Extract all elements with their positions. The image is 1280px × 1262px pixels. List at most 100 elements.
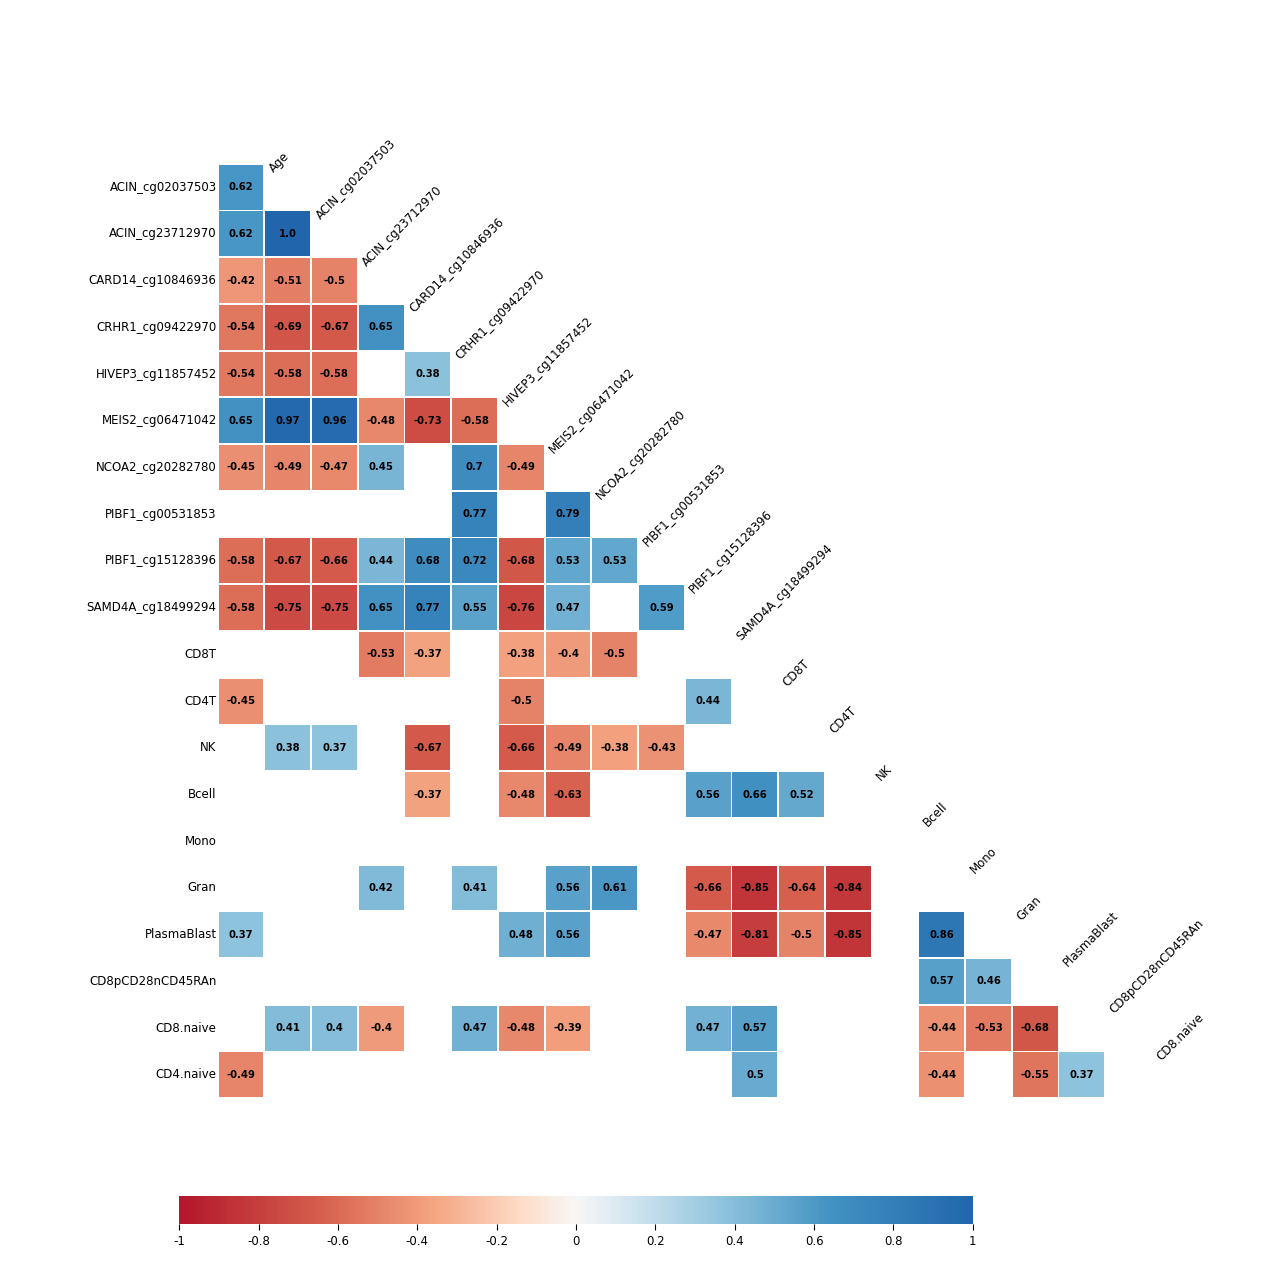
Bar bbox=[358, 632, 403, 676]
Text: ACIN_cg02037503: ACIN_cg02037503 bbox=[110, 180, 216, 193]
Text: SAMD4A_cg18499294: SAMD4A_cg18499294 bbox=[733, 541, 835, 642]
Text: -0.39: -0.39 bbox=[554, 1023, 582, 1034]
Text: 0.42: 0.42 bbox=[369, 883, 393, 893]
Bar bbox=[686, 1006, 731, 1050]
Text: CD8T: CD8T bbox=[184, 647, 216, 661]
Text: NK: NK bbox=[874, 762, 895, 782]
Text: NCOA2_cg20282780: NCOA2_cg20282780 bbox=[96, 461, 216, 475]
Text: -0.4: -0.4 bbox=[557, 650, 579, 659]
Bar bbox=[780, 772, 824, 817]
Text: 0.53: 0.53 bbox=[556, 557, 580, 565]
Text: 0.37: 0.37 bbox=[1070, 1070, 1094, 1080]
Text: -0.67: -0.67 bbox=[413, 743, 442, 753]
Text: 0.56: 0.56 bbox=[696, 790, 721, 800]
Bar bbox=[358, 1006, 403, 1050]
Text: -0.58: -0.58 bbox=[320, 369, 349, 379]
Bar bbox=[406, 539, 451, 583]
Text: -0.45: -0.45 bbox=[227, 697, 256, 705]
Text: Mono: Mono bbox=[968, 844, 1000, 876]
Text: -0.53: -0.53 bbox=[367, 650, 396, 659]
Text: Gran: Gran bbox=[1014, 893, 1043, 923]
Bar bbox=[219, 1053, 264, 1097]
Bar bbox=[265, 586, 310, 630]
Bar bbox=[219, 679, 264, 723]
Text: 0.53: 0.53 bbox=[603, 557, 627, 565]
Text: NK: NK bbox=[200, 741, 216, 755]
Text: 0.52: 0.52 bbox=[790, 790, 814, 800]
Text: -0.68: -0.68 bbox=[507, 557, 536, 565]
Bar bbox=[545, 492, 590, 536]
Bar bbox=[732, 772, 777, 817]
Text: 0.41: 0.41 bbox=[275, 1023, 301, 1034]
Text: HIVEP3_cg11857452: HIVEP3_cg11857452 bbox=[500, 314, 595, 409]
Bar bbox=[826, 912, 870, 957]
Text: 0.47: 0.47 bbox=[462, 1023, 486, 1034]
Bar bbox=[732, 912, 777, 957]
Text: Bcell: Bcell bbox=[188, 787, 216, 801]
Text: 0.68: 0.68 bbox=[416, 557, 440, 565]
Bar bbox=[452, 445, 497, 490]
Text: -0.38: -0.38 bbox=[507, 650, 535, 659]
Bar bbox=[312, 259, 357, 303]
Text: 0.55: 0.55 bbox=[462, 603, 486, 612]
Bar bbox=[545, 866, 590, 910]
Bar bbox=[265, 445, 310, 490]
Bar bbox=[1012, 1053, 1057, 1097]
Text: 0.62: 0.62 bbox=[229, 182, 253, 192]
Bar bbox=[1012, 1006, 1057, 1050]
Bar bbox=[499, 539, 544, 583]
Bar bbox=[732, 1053, 777, 1097]
Bar bbox=[312, 586, 357, 630]
Bar bbox=[966, 959, 1011, 1003]
Bar bbox=[686, 866, 731, 910]
Bar bbox=[686, 679, 731, 723]
Text: PlasmaBlast: PlasmaBlast bbox=[145, 928, 216, 941]
Text: -0.85: -0.85 bbox=[740, 883, 769, 893]
Bar bbox=[452, 399, 497, 443]
Text: CD4.naive: CD4.naive bbox=[156, 1069, 216, 1082]
Bar bbox=[545, 632, 590, 676]
Text: CD8pCD28nCD45RAn: CD8pCD28nCD45RAn bbox=[90, 976, 216, 988]
Bar bbox=[406, 632, 451, 676]
Text: -0.48: -0.48 bbox=[507, 1023, 536, 1034]
Bar bbox=[686, 772, 731, 817]
Bar bbox=[406, 399, 451, 443]
Text: HIVEP3_cg11857452: HIVEP3_cg11857452 bbox=[96, 367, 216, 381]
Text: -0.49: -0.49 bbox=[273, 462, 302, 472]
Text: 0.65: 0.65 bbox=[369, 603, 393, 612]
Text: -0.4: -0.4 bbox=[370, 1023, 392, 1034]
Text: -0.44: -0.44 bbox=[927, 1070, 956, 1080]
Bar bbox=[265, 212, 310, 256]
Bar bbox=[312, 1006, 357, 1050]
Bar bbox=[406, 772, 451, 817]
Text: -0.64: -0.64 bbox=[787, 883, 817, 893]
Bar bbox=[406, 352, 451, 396]
Text: PlasmaBlast: PlasmaBlast bbox=[1061, 910, 1121, 969]
Text: CD4T: CD4T bbox=[827, 704, 859, 736]
Bar bbox=[452, 586, 497, 630]
Text: -0.47: -0.47 bbox=[320, 462, 349, 472]
Text: 0.47: 0.47 bbox=[696, 1023, 721, 1034]
Text: -0.55: -0.55 bbox=[1020, 1070, 1050, 1080]
Text: 0.47: 0.47 bbox=[556, 603, 580, 612]
Text: -0.58: -0.58 bbox=[273, 369, 302, 379]
Text: -0.44: -0.44 bbox=[927, 1023, 956, 1034]
Text: 0.61: 0.61 bbox=[603, 883, 627, 893]
Text: SAMD4A_cg18499294: SAMD4A_cg18499294 bbox=[87, 601, 216, 615]
Text: -0.66: -0.66 bbox=[507, 743, 536, 753]
Text: 0.41: 0.41 bbox=[462, 883, 488, 893]
Text: -0.66: -0.66 bbox=[694, 883, 723, 893]
Bar bbox=[265, 352, 310, 396]
Text: 0.66: 0.66 bbox=[742, 790, 767, 800]
Bar bbox=[265, 539, 310, 583]
Bar bbox=[686, 912, 731, 957]
Bar bbox=[499, 1006, 544, 1050]
Text: 0.79: 0.79 bbox=[556, 509, 580, 519]
Text: -0.51: -0.51 bbox=[273, 275, 302, 285]
Text: -0.37: -0.37 bbox=[413, 790, 442, 800]
Text: 0.57: 0.57 bbox=[929, 977, 954, 987]
Bar bbox=[312, 305, 357, 350]
Bar bbox=[826, 866, 870, 910]
Bar bbox=[452, 539, 497, 583]
Bar bbox=[593, 726, 637, 770]
